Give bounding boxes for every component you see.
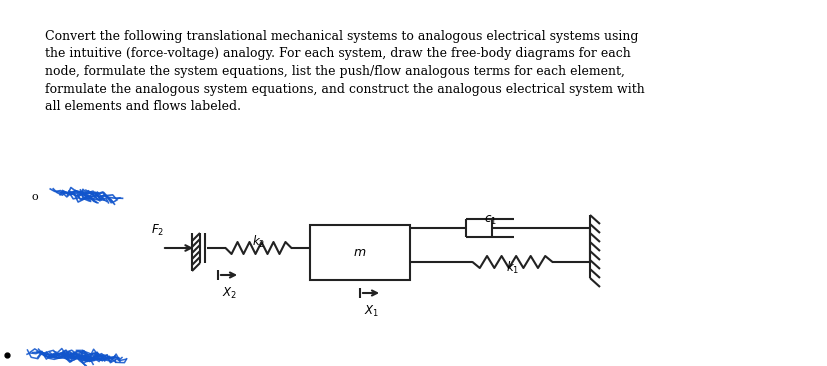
Text: $X_1$: $X_1$ bbox=[364, 304, 379, 319]
Text: $k_1$: $k_1$ bbox=[505, 260, 519, 276]
Bar bbox=[309, 225, 409, 280]
Text: $F_2$: $F_2$ bbox=[151, 223, 165, 238]
Text: $k_2$: $k_2$ bbox=[251, 234, 265, 250]
Text: $c_1$: $c_1$ bbox=[483, 214, 496, 227]
Text: Convert the following translational mechanical systems to analogous electrical s: Convert the following translational mech… bbox=[45, 30, 644, 113]
Text: $X_2$: $X_2$ bbox=[222, 286, 237, 301]
Text: $m$: $m$ bbox=[353, 246, 366, 259]
Text: o: o bbox=[31, 192, 38, 202]
